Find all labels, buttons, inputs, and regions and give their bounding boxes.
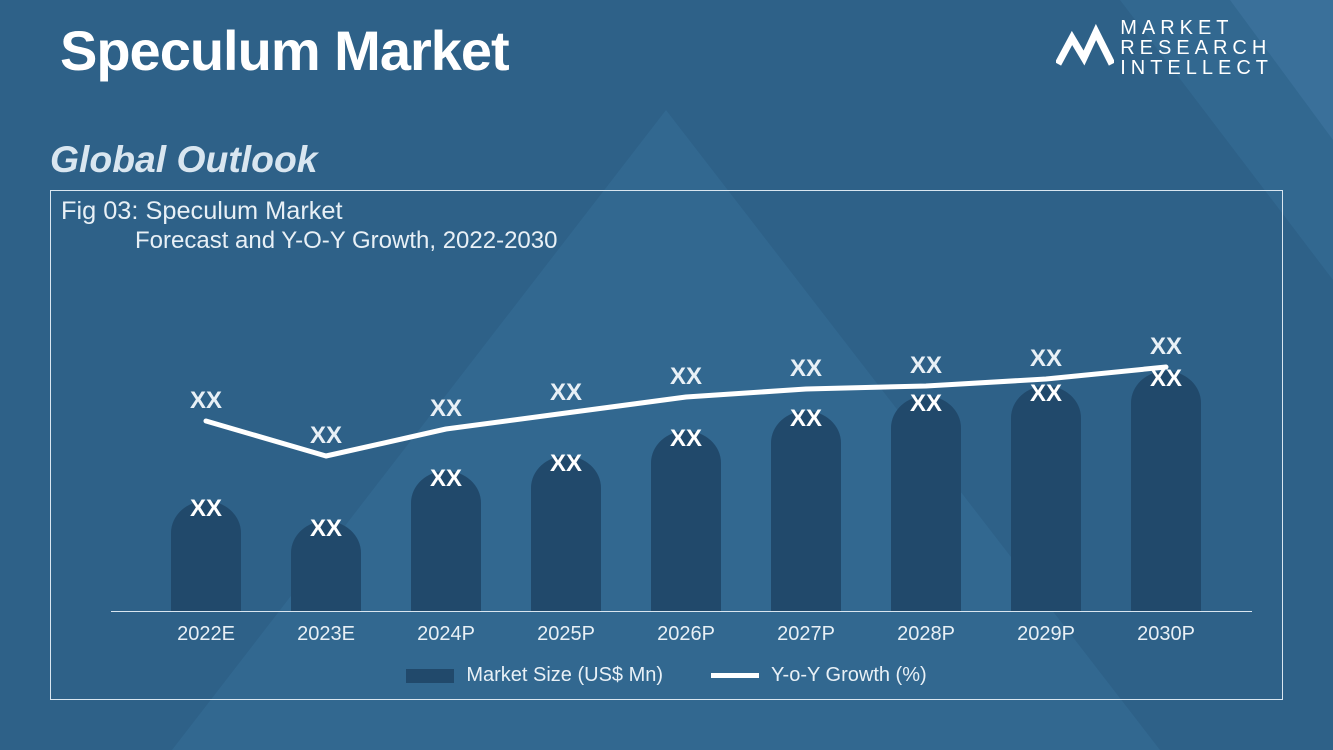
- bar-value-label: XX: [531, 450, 601, 478]
- x-axis-label: 2026P: [641, 623, 731, 646]
- figure-title: Fig 03: Speculum Market: [61, 197, 343, 226]
- x-axis-line: [111, 611, 1252, 612]
- bar: XX: [1011, 386, 1081, 611]
- x-axis-label: 2024P: [401, 623, 491, 646]
- bar-value-label: XX: [771, 405, 841, 433]
- section-subtitle: Global Outlook: [50, 138, 318, 181]
- bar-value-label: XX: [651, 425, 721, 453]
- x-axis-label: 2025P: [521, 623, 611, 646]
- bar-value-label: XX: [1011, 380, 1081, 408]
- growth-label: XX: [896, 352, 956, 380]
- legend-swatch-bar: [406, 669, 454, 683]
- chart-container: Fig 03: Speculum Market Forecast and Y-O…: [50, 190, 1283, 700]
- logo-mark-icon: [1056, 24, 1114, 72]
- bar: XX: [771, 411, 841, 611]
- figure-subtitle: Forecast and Y-O-Y Growth, 2022-2030: [135, 227, 557, 255]
- bar: XX: [291, 521, 361, 611]
- x-axis-label: 2022E: [161, 623, 251, 646]
- legend-swatch-line: [711, 673, 759, 678]
- logo-line-3: INTELLECT: [1120, 58, 1273, 78]
- legend-label-bar: Market Size (US$ Mn): [466, 664, 663, 687]
- logo-line-2: RESEARCH: [1120, 38, 1273, 58]
- bar: XX: [411, 471, 481, 611]
- brand-logo: MARKET RESEARCH INTELLECT: [1056, 18, 1273, 78]
- bar-value-label: XX: [291, 515, 361, 543]
- growth-label: XX: [1016, 345, 1076, 373]
- bar-value-label: XX: [891, 390, 961, 418]
- bar: XX: [1131, 371, 1201, 611]
- growth-label: XX: [1136, 333, 1196, 361]
- bar: XX: [651, 431, 721, 611]
- x-axis-label: 2027P: [761, 623, 851, 646]
- header: Speculum Market MARKET RESEARCH INTELLEC…: [60, 18, 1273, 83]
- page-title: Speculum Market: [60, 18, 509, 83]
- legend-item-bar: Market Size (US$ Mn): [406, 664, 663, 687]
- bar: XX: [891, 396, 961, 611]
- growth-label: XX: [296, 422, 356, 450]
- growth-label: XX: [656, 363, 716, 391]
- plot-area: XXXXXXXXXXXXXXXXXXXXXXXXXXXXXXXXXXXX: [171, 271, 1251, 611]
- legend-label-line: Y-o-Y Growth (%): [771, 664, 927, 687]
- legend: Market Size (US$ Mn) Y-o-Y Growth (%): [51, 664, 1282, 687]
- bar: XX: [531, 456, 601, 611]
- legend-item-line: Y-o-Y Growth (%): [711, 664, 927, 687]
- logo-line-1: MARKET: [1120, 18, 1273, 38]
- bar-value-label: XX: [1131, 365, 1201, 393]
- x-axis-label: 2030P: [1121, 623, 1211, 646]
- x-axis-label: 2029P: [1001, 623, 1091, 646]
- growth-label: XX: [776, 355, 836, 383]
- growth-label: XX: [536, 379, 596, 407]
- x-axis-label: 2023E: [281, 623, 371, 646]
- page: Speculum Market MARKET RESEARCH INTELLEC…: [0, 0, 1333, 750]
- bar: XX: [171, 501, 241, 611]
- bar-value-label: XX: [171, 495, 241, 523]
- x-axis-label: 2028P: [881, 623, 971, 646]
- growth-label: XX: [416, 395, 476, 423]
- growth-label: XX: [176, 387, 236, 415]
- bar-value-label: XX: [411, 465, 481, 493]
- logo-text: MARKET RESEARCH INTELLECT: [1120, 18, 1273, 78]
